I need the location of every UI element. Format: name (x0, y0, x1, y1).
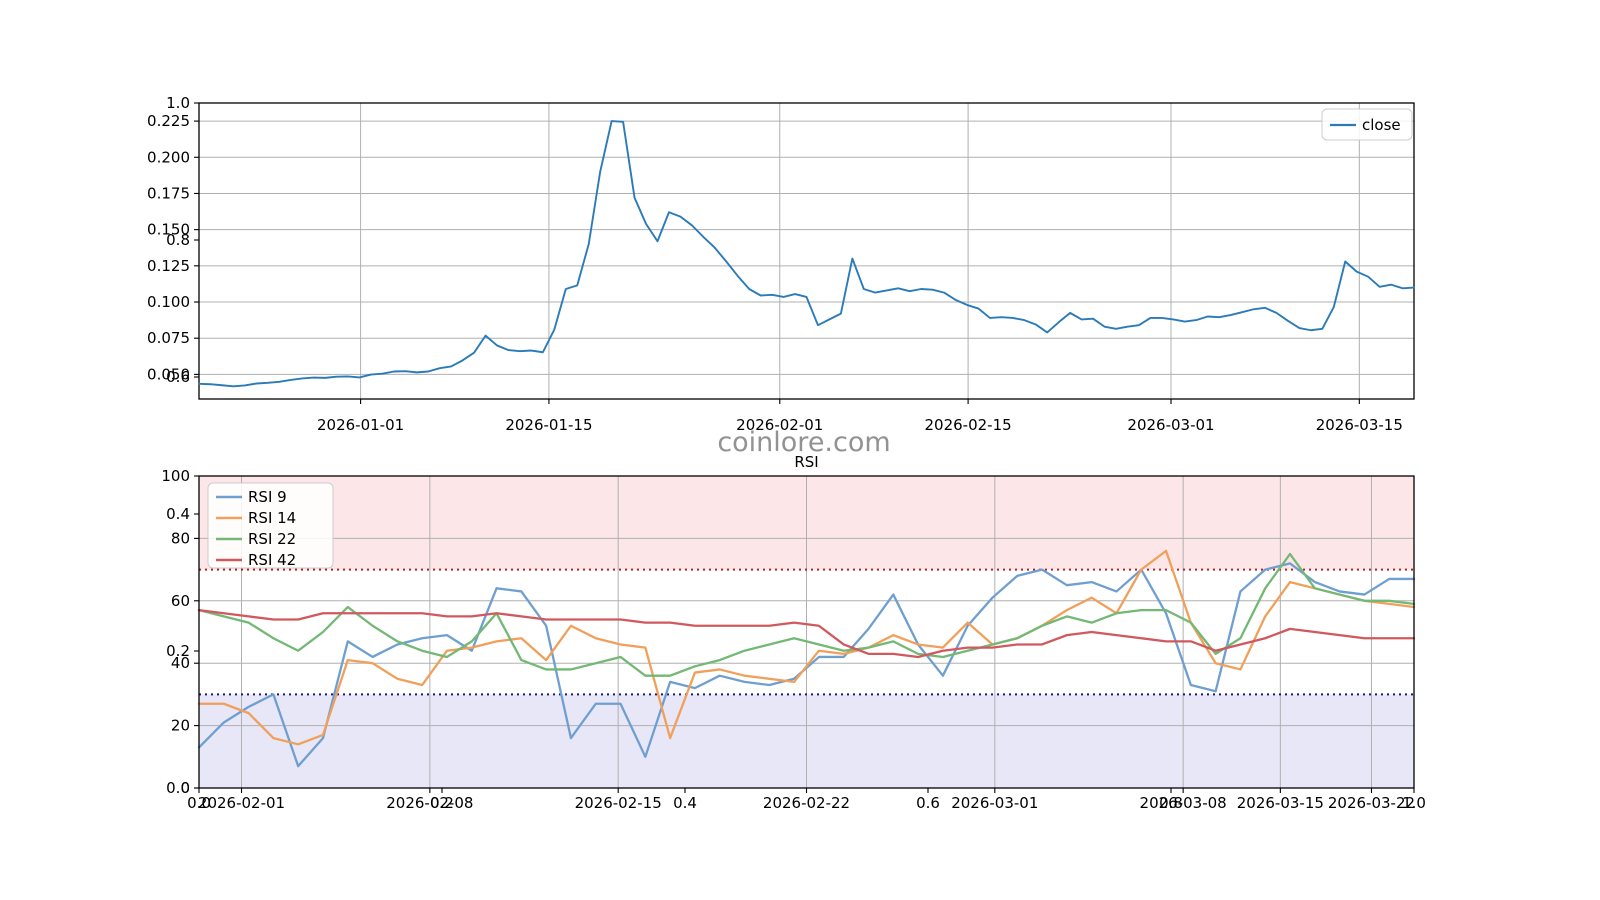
rsi-legend-label-rsi-14: RSI 14 (248, 509, 296, 527)
price-ytick-label: 0.050 (147, 365, 190, 383)
price-legend-label-close: close (1362, 116, 1401, 134)
rsi-xtick-label: 2026-03-08 (1140, 794, 1227, 812)
rsi-panel-title: RSI (794, 453, 818, 471)
overlay-xtick-label: 1.0 (1402, 794, 1426, 812)
rsi-xtick-label: 2026-02-08 (386, 794, 473, 812)
price-xtick-label: 2026-03-01 (1127, 416, 1214, 434)
overlay-ytick-label: 0.4 (166, 505, 190, 523)
overlay-xtick-label: 0.0 (187, 794, 211, 812)
price-ytick-label: 0.075 (147, 329, 190, 347)
rsi-series-rsi-14 (197, 549, 1416, 746)
overlay-xtick-label: 0.6 (916, 794, 940, 812)
rsi-ytick-label: 40 (171, 654, 190, 672)
price-xtick-label: 2026-03-15 (1316, 416, 1403, 434)
rsi-ytick-label: 100 (161, 467, 190, 485)
price-ytick-label: 0.100 (147, 293, 190, 311)
price-ytick-label: 0.175 (147, 184, 190, 202)
rsi-ytick-label: 0 (180, 779, 190, 797)
rsi-ytick-label: 80 (171, 529, 190, 547)
price-legend-box (1321, 108, 1413, 141)
overlay-ytick-label: 1.0 (166, 94, 190, 112)
rsi-ytick-label: 60 (171, 592, 190, 610)
rsi-xtick-label: 2026-02-22 (763, 794, 850, 812)
rsi-xtick-label: 2026-02-01 (198, 794, 285, 812)
overlay-xtick-label: 0.4 (673, 794, 697, 812)
overlay-xtick-label: 0.2 (430, 794, 454, 812)
price-ytick-label: 0.200 (147, 148, 190, 166)
price-axes-frame (198, 102, 1415, 400)
price-ytick-label: 0.125 (147, 257, 190, 275)
coinlore-watermark: coinlore.com (717, 427, 890, 458)
rsi-axes-frame (198, 475, 1415, 789)
price-xtick-label: 2026-01-01 (317, 416, 404, 434)
overlay-ytick-label: 0.6 (166, 368, 190, 386)
price-ytick-label: 0.225 (147, 112, 190, 130)
rsi-xtick-label: 2026-02-15 (575, 794, 662, 812)
rsi-legend-label-rsi-9: RSI 9 (248, 488, 287, 506)
rsi-legend-label-rsi-22: RSI 22 (248, 530, 296, 548)
rsi-xtick-label: 2026-03-22 (1328, 794, 1415, 812)
overlay-ytick-label: 0.0 (166, 779, 190, 797)
price-plot-background (199, 103, 1414, 399)
price-close-line (198, 120, 1415, 388)
price-xtick-label: 2026-02-15 (925, 416, 1012, 434)
price-xtick-label: 2026-02-01 (736, 416, 823, 434)
rsi-legend-label-rsi-42: RSI 42 (248, 551, 296, 569)
overlay-xtick-label: 0.8 (1159, 794, 1183, 812)
rsi-xtick-label: 2026-03-01 (951, 794, 1038, 812)
rsi-xtick-label: 2026-03-15 (1237, 794, 1324, 812)
price-xtick-label: 2026-01-15 (505, 416, 592, 434)
price-ytick-label: 0.150 (147, 221, 190, 239)
rsi-legend-box (207, 482, 334, 569)
rsi-ytick-label: 20 (171, 717, 190, 735)
overlay-ytick-label: 0.8 (166, 231, 190, 249)
rsi-series-rsi-42 (197, 609, 1416, 659)
overlay-ytick-label: 0.2 (166, 642, 190, 660)
